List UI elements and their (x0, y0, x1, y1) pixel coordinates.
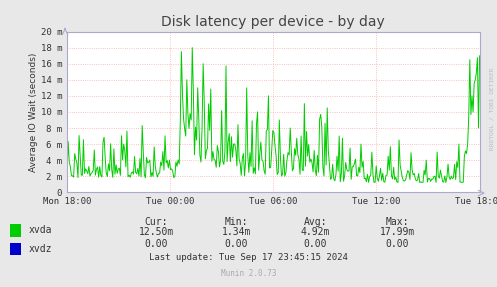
Text: xvda: xvda (29, 226, 52, 235)
Text: 4.92m: 4.92m (301, 227, 331, 237)
Text: 0.00: 0.00 (224, 239, 248, 249)
Text: 0.00: 0.00 (145, 239, 168, 249)
Text: xvdz: xvdz (29, 244, 52, 254)
Text: Avg:: Avg: (304, 217, 328, 227)
Y-axis label: Average IO Wait (seconds): Average IO Wait (seconds) (29, 52, 38, 172)
Text: Max:: Max: (386, 217, 410, 227)
Text: 1.34m: 1.34m (221, 227, 251, 237)
Text: 0.00: 0.00 (304, 239, 328, 249)
Text: 17.99m: 17.99m (380, 227, 415, 237)
Text: Min:: Min: (224, 217, 248, 227)
Text: Last update: Tue Sep 17 23:45:15 2024: Last update: Tue Sep 17 23:45:15 2024 (149, 253, 348, 262)
Text: 0.00: 0.00 (386, 239, 410, 249)
Text: Cur:: Cur: (145, 217, 168, 227)
Text: Munin 2.0.73: Munin 2.0.73 (221, 269, 276, 278)
Text: 12.50m: 12.50m (139, 227, 174, 237)
Title: Disk latency per device - by day: Disk latency per device - by day (162, 15, 385, 29)
Text: RRDTOOL / TOBI OETIKER: RRDTOOL / TOBI OETIKER (490, 68, 495, 150)
